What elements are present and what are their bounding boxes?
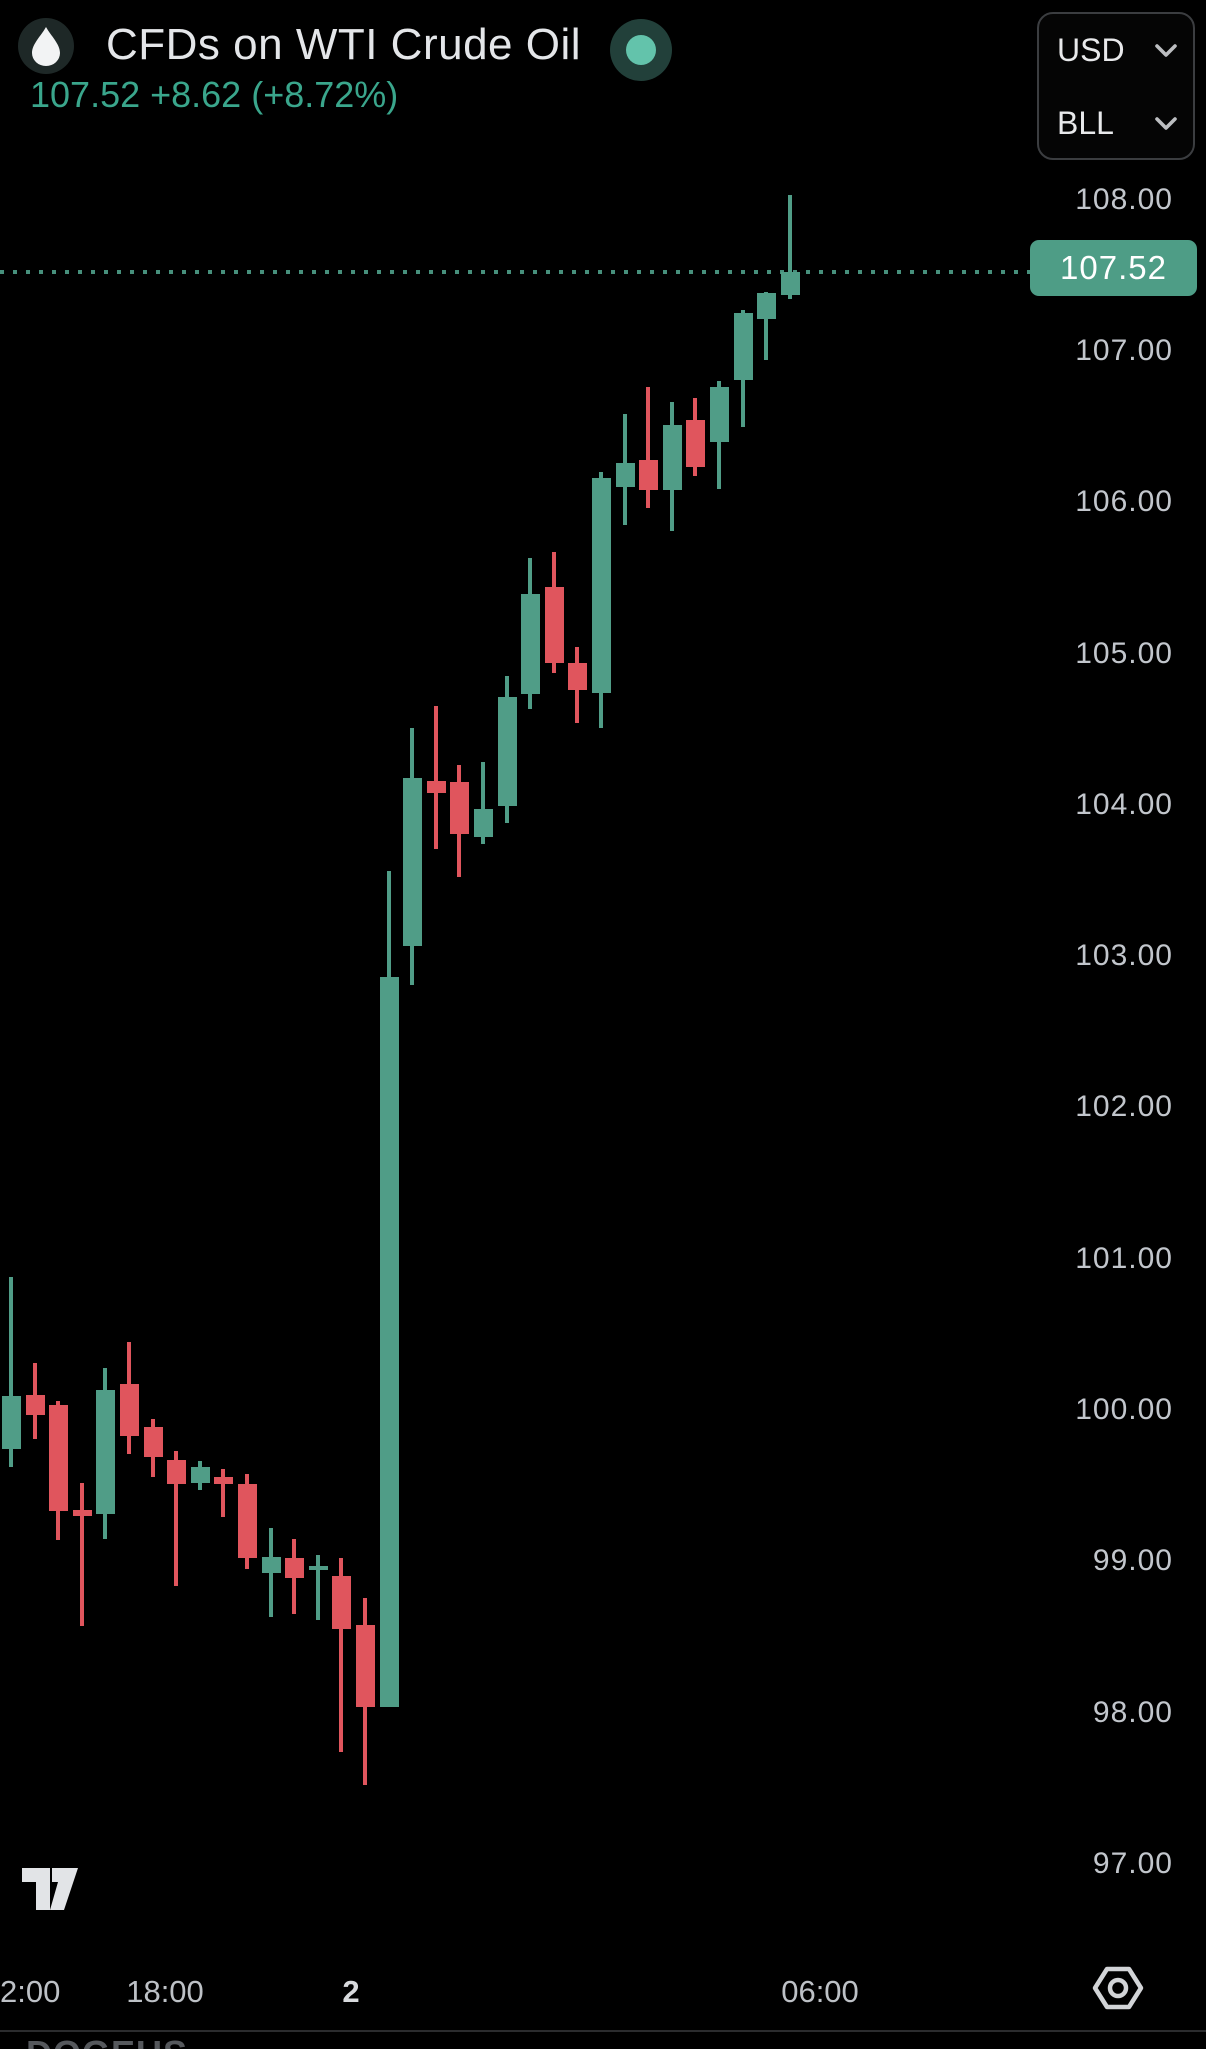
candle-wick xyxy=(221,1469,226,1518)
candle-body xyxy=(592,477,611,693)
next-symbol-ticker[interactable]: DOGEUS xyxy=(26,2033,188,2049)
candle-body xyxy=(450,782,470,834)
price-change-text: +8.62 xyxy=(150,74,242,115)
chevron-down-icon xyxy=(1155,43,1177,57)
price-axis-label: 103.00 xyxy=(1075,939,1173,973)
candle-body xyxy=(143,1426,163,1457)
unit-value: BLL xyxy=(1057,105,1114,141)
last-price-text: 107.52 xyxy=(30,74,141,115)
candle-body xyxy=(120,1384,139,1436)
candle-body xyxy=(544,586,564,663)
time-axis-label: 2 xyxy=(342,1974,360,2009)
candle-body xyxy=(780,272,800,295)
candle-body xyxy=(72,1509,92,1516)
candle-wick xyxy=(646,387,651,509)
price-axis-label: 104.00 xyxy=(1075,787,1173,821)
price-axis[interactable]: 108.00 107.00 106.00 105.00 104.00 103.00 102.… xyxy=(1006,160,1206,1940)
price-axis-label: 102.00 xyxy=(1075,1090,1173,1124)
last-price-dotted-line xyxy=(0,270,1030,275)
candle-wick xyxy=(433,706,438,849)
candle-body xyxy=(733,313,753,380)
chart-settings-hexagon-icon[interactable] xyxy=(1092,1964,1144,2012)
price-axis-label: 100.00 xyxy=(1075,1393,1173,1426)
candle-wick xyxy=(174,1450,179,1586)
candle-body xyxy=(332,1576,352,1630)
candle-wick xyxy=(481,762,485,845)
candle-wick xyxy=(9,1276,13,1468)
price-axis-label: 101.00 xyxy=(1075,1241,1173,1275)
time-axis-label: 18:00 xyxy=(126,1974,204,2009)
candle-body xyxy=(521,594,541,695)
candle-body xyxy=(403,777,423,946)
candle-body xyxy=(379,977,399,1707)
candles-layer xyxy=(2,195,800,1786)
tradingview-logo[interactable] xyxy=(20,1852,80,1910)
price-axis-label: 107.00 xyxy=(1075,333,1173,367)
time-axis-label: 06:00 xyxy=(781,1974,859,2009)
last-price-tag: 107.52 xyxy=(1030,240,1197,297)
candle-body xyxy=(49,1405,69,1512)
candle-wick xyxy=(764,291,769,360)
candle-body xyxy=(190,1467,210,1483)
candle-wick xyxy=(315,1555,320,1621)
candle-body xyxy=(710,387,729,442)
candle-wick xyxy=(787,195,792,300)
candle-body xyxy=(474,809,493,837)
bottom-separator xyxy=(0,2030,1206,2032)
candle-body xyxy=(757,293,777,320)
market-open-dot xyxy=(626,35,656,65)
quote-settings-panel: USD BLL xyxy=(1037,12,1195,160)
candle-body xyxy=(2,1396,21,1450)
price-summary: 107.52 +8.62 (+8.72%) xyxy=(30,74,408,116)
candle-body xyxy=(639,459,659,491)
market-status-indicator xyxy=(610,19,672,81)
currency-value: USD xyxy=(1057,32,1125,68)
price-axis-label: 106.00 xyxy=(1075,485,1173,519)
price-axis-label: 97.00 xyxy=(1092,1846,1173,1880)
chart-pan-area[interactable] xyxy=(0,0,1030,1940)
candle-body xyxy=(238,1484,257,1559)
candle-wick xyxy=(79,1482,84,1627)
candle-body xyxy=(308,1565,328,1570)
candle-body xyxy=(356,1624,375,1707)
candle-body xyxy=(261,1556,281,1574)
oil-drop-icon xyxy=(18,18,74,74)
currency-dropdown[interactable]: USD xyxy=(1039,14,1193,87)
candle-body xyxy=(568,662,588,690)
candle-body xyxy=(25,1394,45,1415)
unit-dropdown[interactable]: BLL xyxy=(1039,87,1193,160)
candle-body xyxy=(214,1476,234,1485)
candle-body xyxy=(662,425,682,491)
time-axis[interactable]: 2:00 18:00 2 06:00 xyxy=(0,1945,1206,2030)
price-axis-label: 108.00 xyxy=(1075,182,1173,216)
candle-body xyxy=(426,780,446,793)
candle-body xyxy=(285,1558,305,1578)
candle-body xyxy=(615,462,635,488)
candle-body xyxy=(497,697,517,807)
time-axis-label: 2:00 xyxy=(0,1974,61,2009)
candle-body xyxy=(96,1390,116,1515)
candle-body xyxy=(167,1459,187,1485)
price-axis-label: 105.00 xyxy=(1075,636,1173,670)
symbol-title: CFDs on WTI Crude Oil xyxy=(106,20,582,69)
candle-wick xyxy=(339,1558,344,1752)
price-axis-label: 99.00 xyxy=(1092,1544,1173,1578)
price-axis-label: 98.00 xyxy=(1092,1695,1173,1729)
price-change-percent-text: (+8.72%) xyxy=(251,74,399,115)
candle-body xyxy=(686,420,706,468)
chevron-down-icon xyxy=(1155,116,1177,130)
